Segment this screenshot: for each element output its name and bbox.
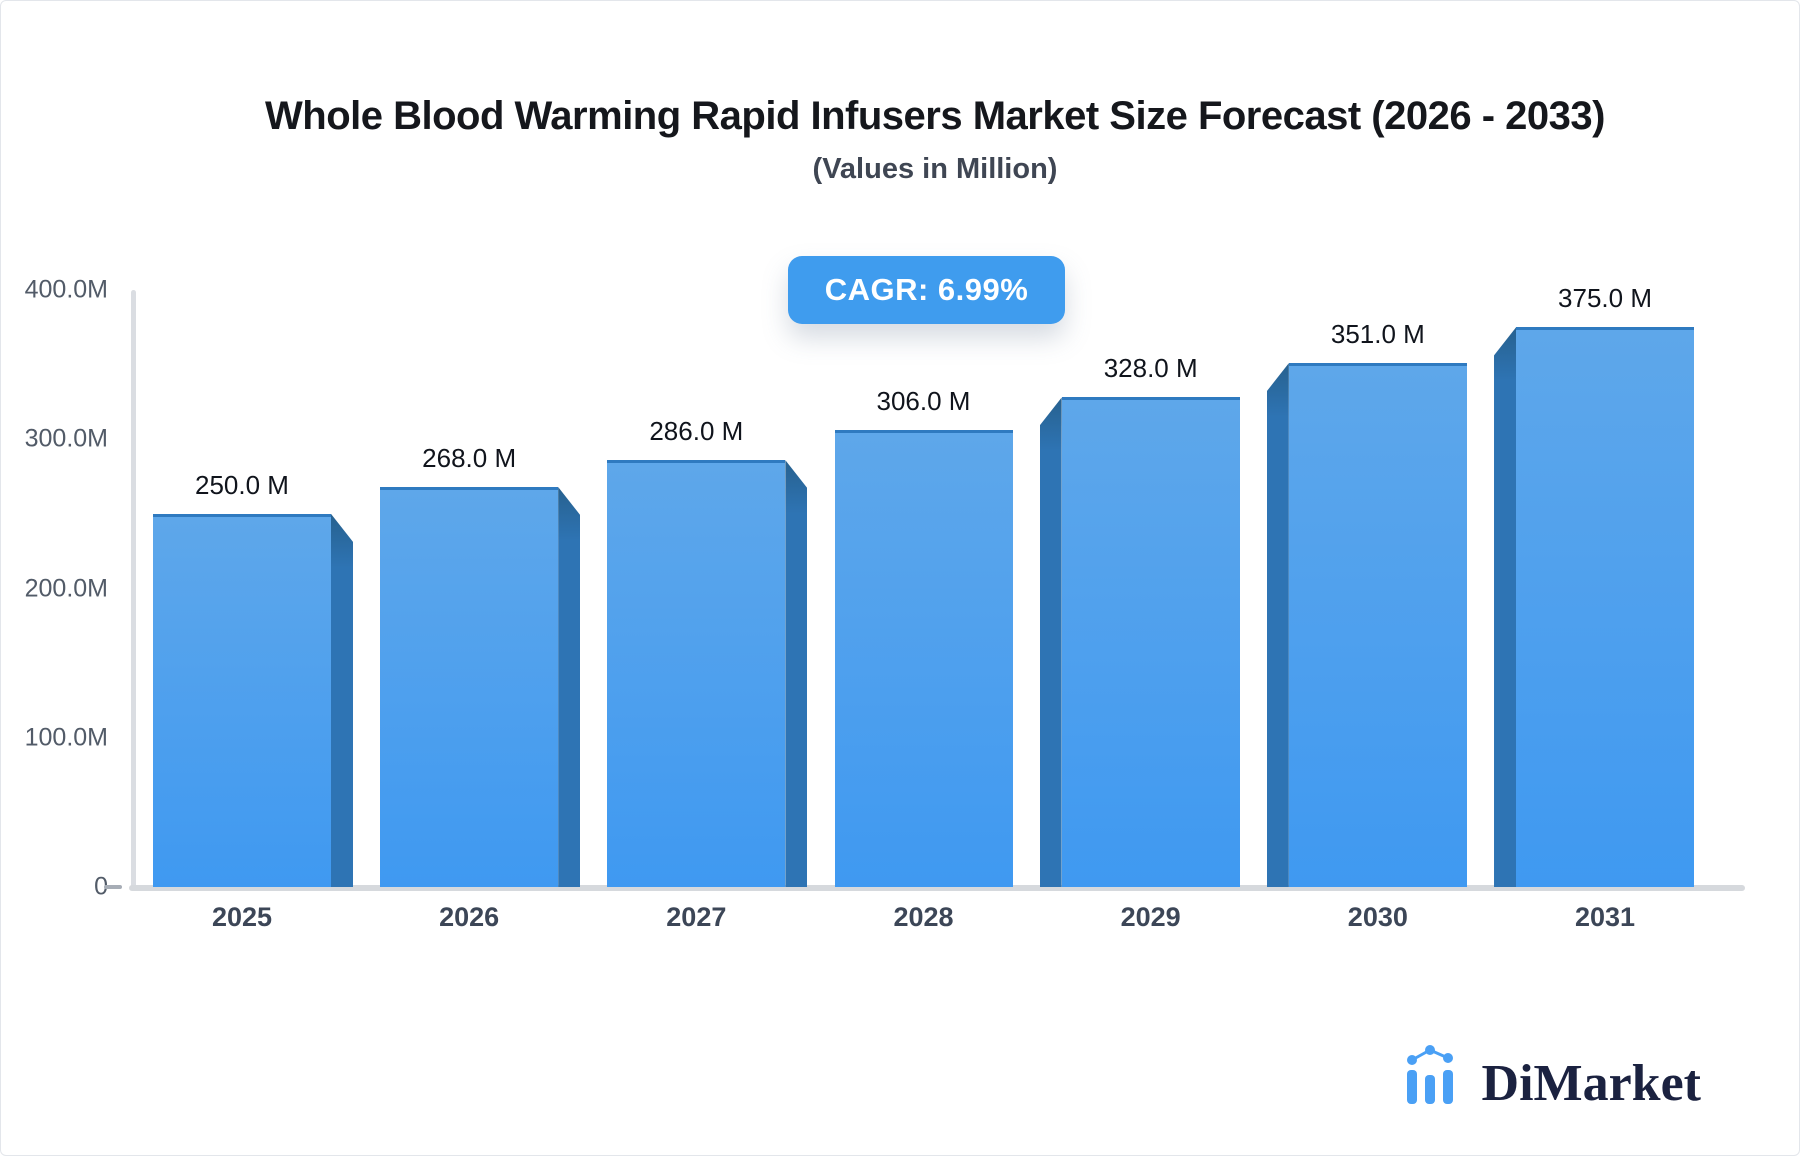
x-axis-line [129,885,1745,891]
bar-2028 [834,430,1013,887]
bar-2026 [380,487,559,887]
chart-subtitle: (Values in Million) [812,153,1058,185]
logo-wordmark: DiMarket [1481,1055,1701,1112]
x-axis-category-label: 2026 [439,902,500,932]
y-axis-tick-label: 300.0M [24,424,108,453]
dimarket-logo: DiMarket [1404,1043,1701,1110]
x-axis-category-label: 2027 [666,902,727,932]
bar-side-face [785,460,808,887]
bar-side-face [1039,397,1062,887]
x-axis-category-label: 2028 [893,902,954,932]
y-axis-zero-tick [104,885,122,889]
bar-value-label: 351.0 M [1330,319,1425,350]
x-axis-category-label: 2029 [1120,902,1181,932]
chart-header: Whole Blood Warming Rapid Infusers Marke… [71,1,1799,186]
bar-line-chart-icon [1404,1043,1468,1110]
bar-value-label: 375.0 M [1558,283,1652,314]
bar-side-face [1494,327,1517,887]
cagr-badge: CAGR: 6.99% [788,256,1065,324]
bar-2025 [153,513,331,887]
y-axis-line [131,290,136,890]
bar-side-face [1266,363,1289,887]
bar-2030 [1288,363,1467,887]
bar-2031 [1516,327,1695,887]
y-axis-tick-label: 400.0M [24,275,108,304]
bar-value-label: 250.0 M [195,469,289,500]
bar-side-face [558,487,581,887]
x-axis-category-label: 2030 [1347,902,1408,932]
y-axis-tick-label: 100.0M [24,723,108,752]
bar-2027 [607,460,786,887]
bar-value-label: 306.0 M [876,386,971,417]
chart-title: Whole Blood Warming Rapid Infusers Marke… [265,94,1605,138]
bar-value-label: 286.0 M [649,416,744,447]
y-axis-tick-label: 200.0M [24,574,108,602]
cagr-badge-label: CAGR: 6.99% [824,272,1029,307]
bar-2029 [1061,397,1240,887]
x-axis-category-label: 2025 [211,902,273,932]
bar-side-face [331,513,353,887]
x-axis-category-label: 2031 [1574,902,1636,932]
y-axis-tick-label: 0 [94,872,108,901]
bar-value-label: 268.0 M [422,443,517,473]
bar-value-label: 328.0 M [1103,353,1198,384]
